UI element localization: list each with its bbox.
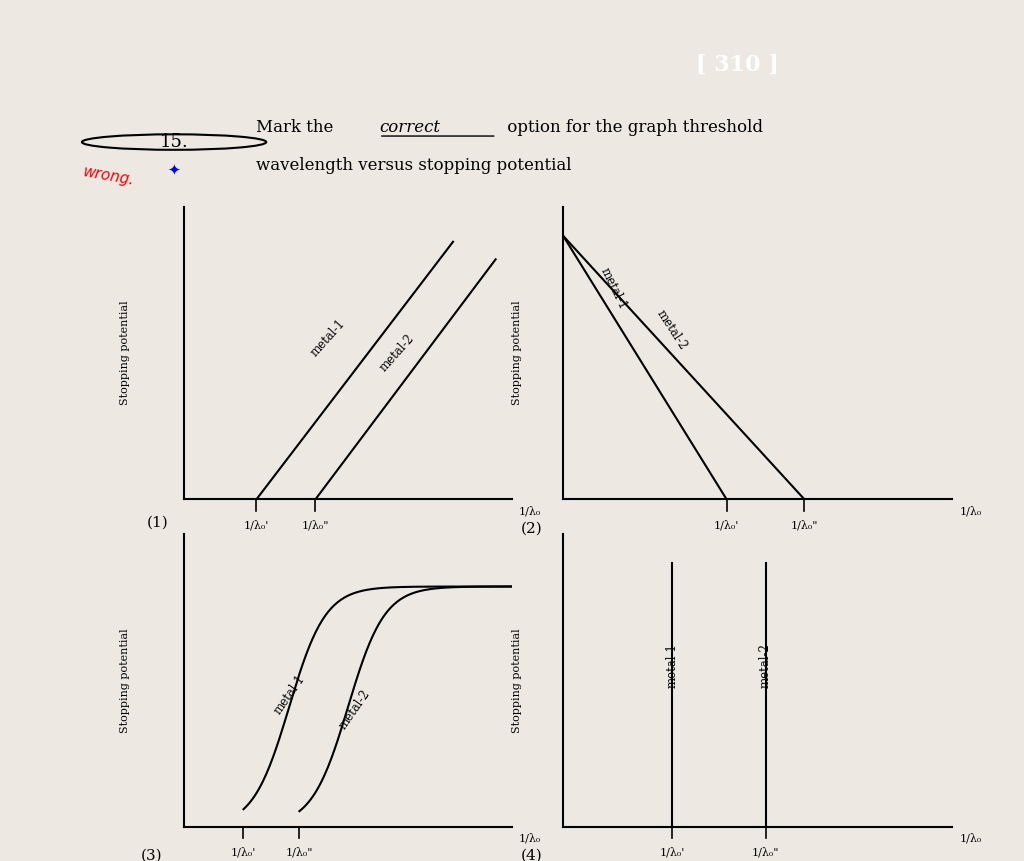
Text: 1/λ₀": 1/λ₀" <box>791 520 818 530</box>
Text: metal-1: metal-1 <box>598 265 630 312</box>
Text: Stopping potential: Stopping potential <box>121 628 130 733</box>
Text: metal-2: metal-2 <box>654 307 690 352</box>
Text: metal-2: metal-2 <box>378 332 417 374</box>
Text: Stopping potential: Stopping potential <box>512 300 521 406</box>
Text: Stopping potential: Stopping potential <box>512 628 521 733</box>
Text: metal-2: metal-2 <box>337 687 373 732</box>
Text: metal-1: metal-1 <box>271 672 307 717</box>
Text: Mark the: Mark the <box>256 119 339 136</box>
Text: option for the graph threshold: option for the graph threshold <box>502 119 763 136</box>
Text: wavelength versus stopping potential: wavelength versus stopping potential <box>256 157 571 174</box>
Text: 1/λ₀: 1/λ₀ <box>518 506 541 517</box>
Text: wrong.: wrong. <box>82 164 136 189</box>
Text: 1/λ₀": 1/λ₀" <box>286 847 312 858</box>
Text: 1/λ₀: 1/λ₀ <box>961 833 982 844</box>
Text: (1): (1) <box>147 516 169 530</box>
Text: (4): (4) <box>521 849 543 861</box>
Text: 1/λ₀: 1/λ₀ <box>961 506 982 517</box>
Text: [ 310 ]: [ 310 ] <box>696 53 778 76</box>
Text: metal-1: metal-1 <box>308 318 348 359</box>
Text: 1/λ₀': 1/λ₀' <box>244 520 269 530</box>
Text: Stopping potential: Stopping potential <box>121 300 130 406</box>
Text: 1/λ₀': 1/λ₀' <box>659 847 685 858</box>
Text: 1/λ₀: 1/λ₀ <box>518 833 541 844</box>
Text: 1/λ₀': 1/λ₀' <box>230 847 256 858</box>
Text: ✦: ✦ <box>168 163 180 178</box>
Text: correct: correct <box>379 119 440 136</box>
Text: 1/λ₀": 1/λ₀" <box>302 520 329 530</box>
Text: 1/λ₀": 1/λ₀" <box>752 847 779 858</box>
Text: 15.: 15. <box>160 133 188 151</box>
Text: metal-1: metal-1 <box>666 643 679 688</box>
Text: (2): (2) <box>521 522 543 536</box>
Text: (3): (3) <box>140 849 163 861</box>
Text: 1/λ₀': 1/λ₀' <box>714 520 739 530</box>
Text: metal-2: metal-2 <box>759 643 772 688</box>
